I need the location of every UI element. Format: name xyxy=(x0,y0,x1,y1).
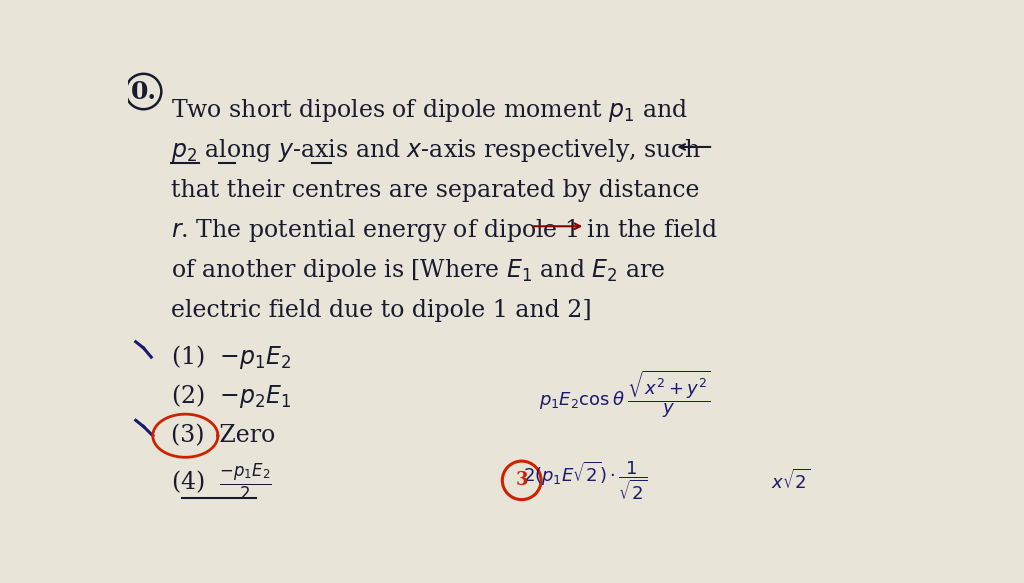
Text: 3: 3 xyxy=(515,472,528,489)
Text: of another dipole is [Where $E_1$ and $E_2$ are: of another dipole is [Where $E_1$ and $E… xyxy=(171,258,666,285)
Text: Two short dipoles of dipole moment $p_1$ and: Two short dipoles of dipole moment $p_1$… xyxy=(171,97,687,124)
Text: $r$. The potential energy of dipole 1 in the field: $r$. The potential energy of dipole 1 in… xyxy=(171,217,718,244)
Text: $2(p_1 E\sqrt{2})\cdot\dfrac{1}{\sqrt{2}}$: $2(p_1 E\sqrt{2})\cdot\dfrac{1}{\sqrt{2}… xyxy=(523,459,647,502)
Text: (4)  $\frac{-p_1 E_2}{2}$: (4) $\frac{-p_1 E_2}{2}$ xyxy=(171,462,271,503)
Text: 0.: 0. xyxy=(130,79,157,104)
Text: $p_1 E_2 \cos\theta \; \dfrac{\sqrt{x^2+y^2}}{y}$: $p_1 E_2 \cos\theta \; \dfrac{\sqrt{x^2+… xyxy=(539,368,711,420)
Text: that their centres are separated by distance: that their centres are separated by dist… xyxy=(171,180,699,202)
Text: $p_2$ along $y$-axis and $x$-axis respectively, such: $p_2$ along $y$-axis and $x$-axis respec… xyxy=(171,138,700,164)
Text: (1)  $-p_1 E_2$: (1) $-p_1 E_2$ xyxy=(171,343,291,371)
Text: (3)  Zero: (3) Zero xyxy=(171,424,274,447)
Text: (2)  $-p_2 E_1$: (2) $-p_2 E_1$ xyxy=(171,382,291,410)
Text: electric field due to dipole 1 and 2]: electric field due to dipole 1 and 2] xyxy=(171,300,591,322)
Text: $x\sqrt{2}$: $x\sqrt{2}$ xyxy=(771,468,811,493)
